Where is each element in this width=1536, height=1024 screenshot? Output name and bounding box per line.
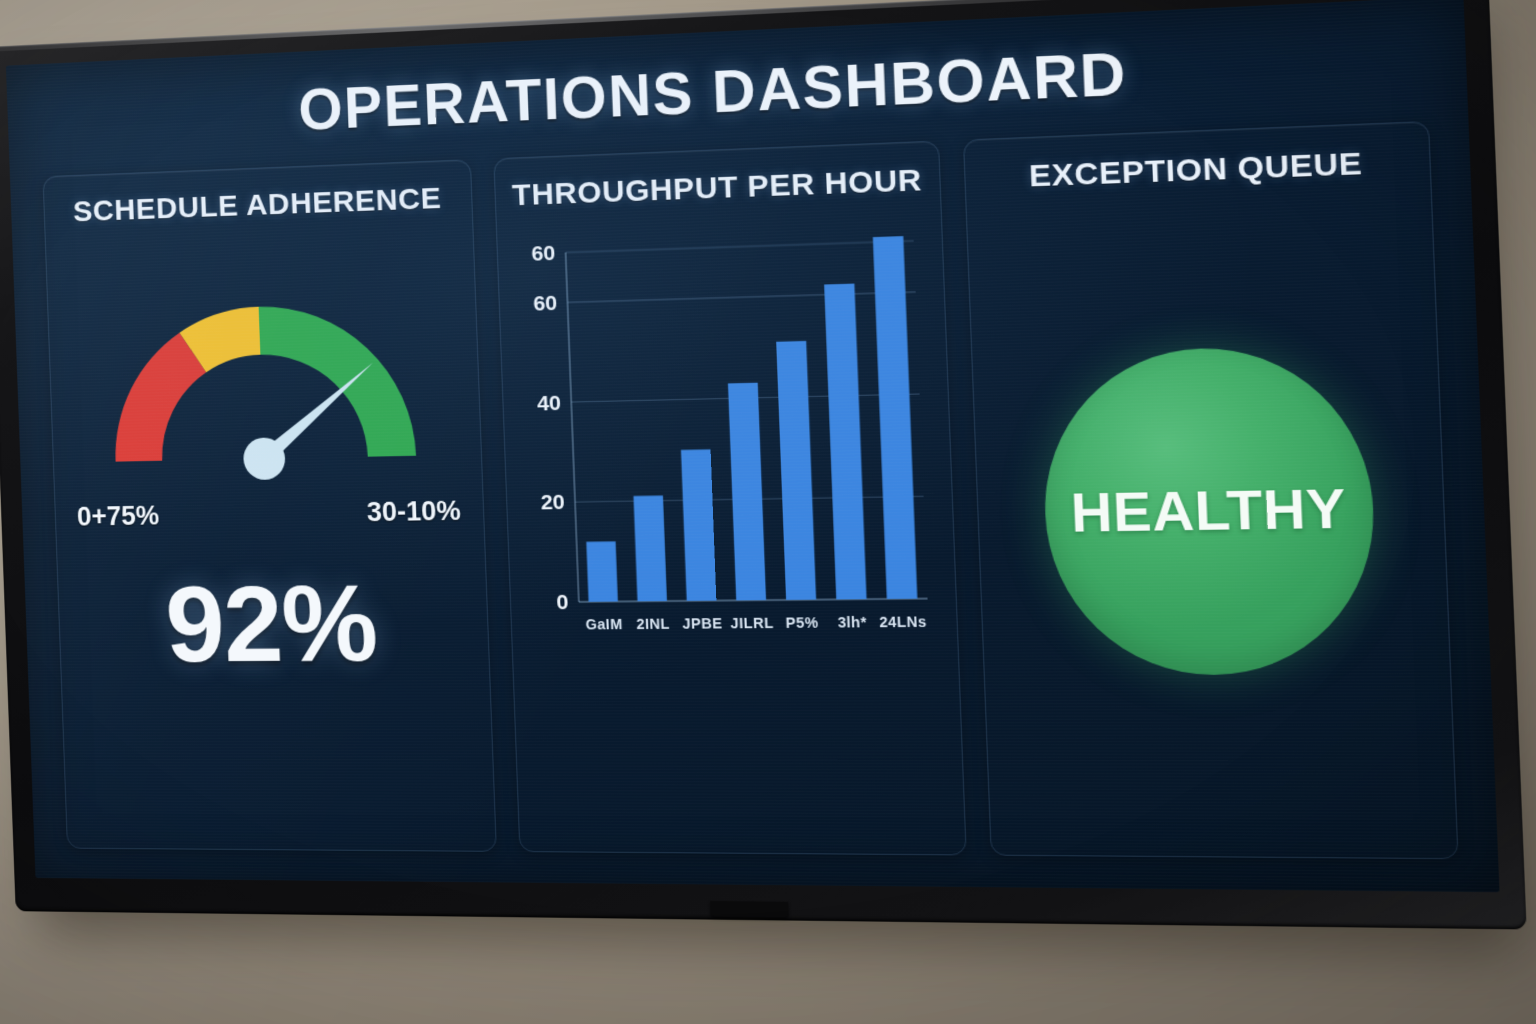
card-exception-queue[interactable]: EXCEPTION QUEUE HEALTHY <box>962 120 1459 860</box>
gauge-chart <box>62 240 467 500</box>
y-axis-tick-label: 40 <box>536 391 561 415</box>
gridline <box>565 241 913 253</box>
display-screen: OPERATIONS DASHBOARD SCHEDULE ADHERENCE <box>5 0 1500 893</box>
wall-mounted-display: OPERATIONS DASHBOARD SCHEDULE ADHERENCE <box>0 0 1527 954</box>
gauge-scale-labels: 0+75% 30-10% <box>71 495 468 532</box>
gauge-segment-warning <box>178 306 261 373</box>
gauge-min-label: 0+75% <box>76 500 160 532</box>
y-axis-tick-label: 60 <box>531 241 556 266</box>
throughput-bar-chart: 60 60 40 20 0 GaIM 2INL JPBE JILRL P5% 3lh* 24LNs <box>516 226 938 647</box>
gauge-segment-good <box>258 302 417 459</box>
gauge-arc-segments <box>110 302 417 462</box>
bar-chart-svg: 60 60 40 20 0 GaIM 2INL JPBE JILRL P5% 3lh* 24LNs <box>531 236 938 633</box>
card-title-schedule-adherence: SCHEDULE ADHERENCE <box>72 181 442 229</box>
bar[interactable] <box>776 340 817 600</box>
chart-bars <box>586 236 918 602</box>
dashboard: OPERATIONS DASHBOARD SCHEDULE ADHERENCE <box>6 0 1500 892</box>
y-axis-tick-label: 0 <box>556 590 569 614</box>
bar[interactable] <box>872 236 918 599</box>
y-axis-tick-label: 20 <box>540 491 565 515</box>
gauge-segment-critical <box>110 331 210 462</box>
x-axis-tick-label: 24LNs <box>879 614 927 630</box>
card-throughput-per-hour[interactable]: THROUGHPUT PER HOUR 60 60 40 20 0 GaIM 2INL JP… <box>493 140 967 856</box>
x-axis-tick-label: JPBE <box>682 616 723 632</box>
bar[interactable] <box>633 495 667 602</box>
bar[interactable] <box>824 283 867 600</box>
x-axis-tick-label: 2INL <box>636 616 670 632</box>
chart-x-axis-ticks: GaIM 2INL JPBE JILRL P5% 3lh* 24LNs <box>585 614 927 632</box>
chart-y-axis-ticks: 60 60 40 20 0 <box>531 241 569 614</box>
y-axis-tick-label: 60 <box>533 291 558 316</box>
card-title-throughput: THROUGHPUT PER HOUR <box>511 163 923 213</box>
gauge-max-label: 30-10% <box>366 495 462 528</box>
x-axis-tick-label: GaIM <box>585 617 623 633</box>
gauge-needle <box>242 362 377 481</box>
gauge-needle-hub <box>242 437 286 481</box>
y-axis-line <box>565 252 578 601</box>
status-badge[interactable]: HEALTHY <box>1038 344 1380 676</box>
x-axis-tick-label: 3lh* <box>837 615 867 631</box>
status-badge-container: HEALTHY <box>983 183 1438 834</box>
bar[interactable] <box>727 382 766 601</box>
x-axis-tick-label: JILRL <box>730 615 774 631</box>
display-bezel: OPERATIONS DASHBOARD SCHEDULE ADHERENCE <box>0 0 1527 930</box>
status-badge-label: HEALTHY <box>1069 478 1348 545</box>
gauge-svg <box>110 302 417 481</box>
gauge-needle-pointer <box>256 362 377 465</box>
panel-row: SCHEDULE ADHERENCE 0+75% 30-10% <box>42 120 1459 860</box>
card-schedule-adherence[interactable]: SCHEDULE ADHERENCE 0+75% 30-10% <box>42 159 497 852</box>
bar[interactable] <box>586 541 618 602</box>
bar[interactable] <box>680 449 717 601</box>
gridline <box>567 292 915 302</box>
schedule-adherence-value: 92% <box>163 561 379 685</box>
ir-sensor-nub <box>709 900 789 918</box>
x-axis-tick-label: P5% <box>785 615 818 631</box>
